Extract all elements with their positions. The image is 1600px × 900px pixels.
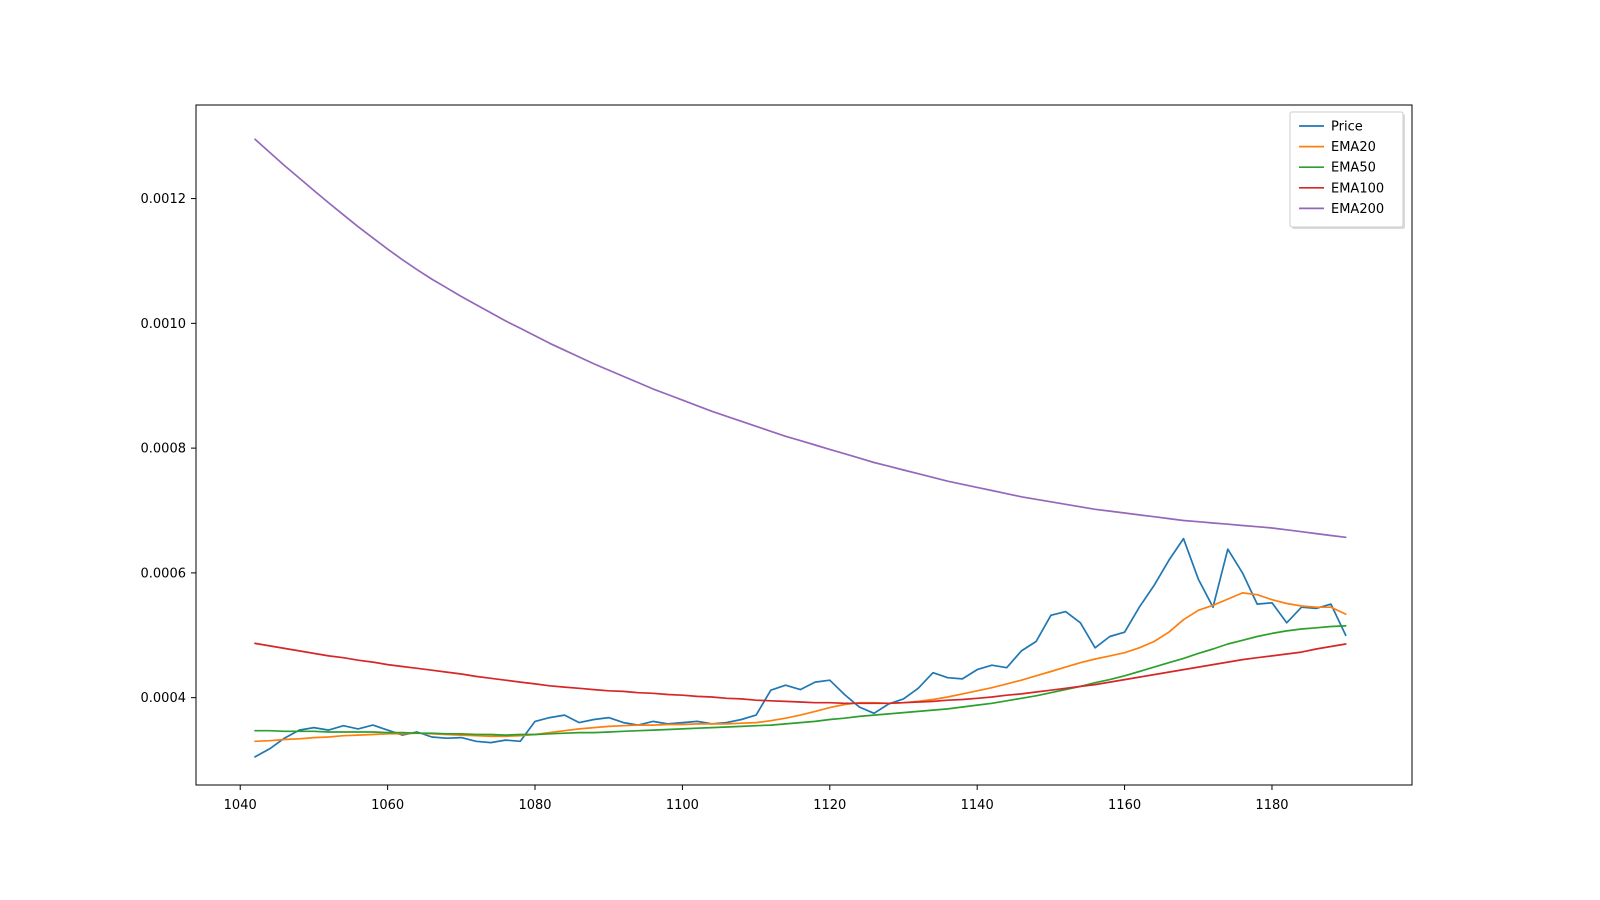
y-tick-label: 0.0008 [141,442,187,457]
x-tick-label: 1080 [518,798,551,813]
x-tick-label: 1060 [371,798,404,813]
series-line-ema20 [254,592,1347,743]
plot-frame [195,104,1413,786]
legend-box [1289,111,1404,228]
x-tick-label: 1160 [1108,798,1141,813]
x-tick-label: 1120 [813,798,846,813]
series-line-ema200 [254,138,1347,539]
y-tick-label: 0.0010 [141,317,187,332]
legend-label-ema100: EMA100 [1331,181,1384,196]
legend-label-price: Price [1331,120,1363,135]
legend-label-ema200: EMA200 [1331,202,1384,217]
series-line-ema100 [254,642,1347,705]
x-tick-label: 1100 [666,798,699,813]
x-tick-label: 1180 [1255,798,1288,813]
x-tick-label: 1140 [961,798,994,813]
y-tick-label: 0.0006 [141,566,187,581]
y-tick-label: 0.0012 [141,192,187,207]
legend-label-ema20: EMA20 [1331,140,1376,155]
series-line-ema50 [254,625,1347,736]
y-tick-label: 0.0004 [141,691,187,706]
series-line-price [254,537,1347,758]
x-tick-label: 1040 [224,798,257,813]
legend-label-ema50: EMA50 [1331,161,1376,176]
